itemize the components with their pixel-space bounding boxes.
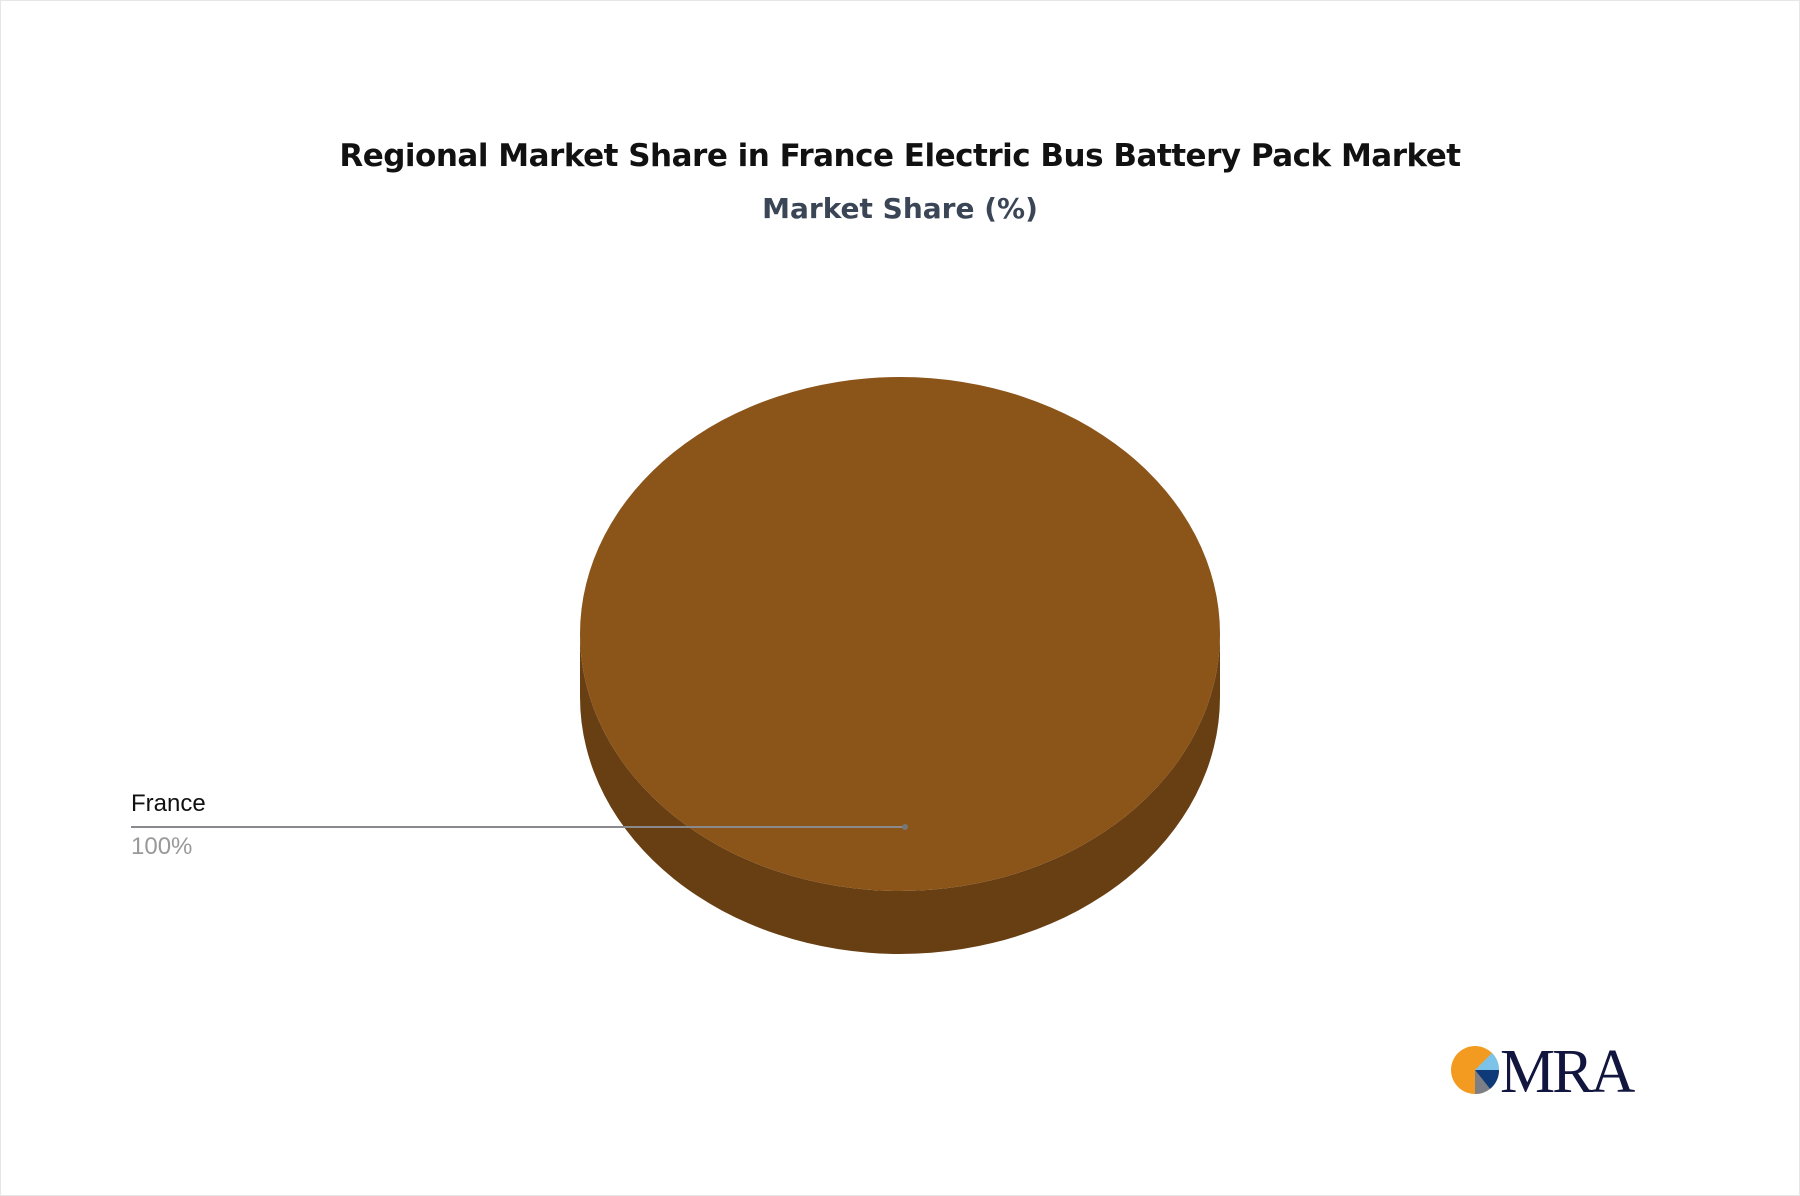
leader-dot: [902, 824, 908, 830]
svg-text:MRA: MRA: [1500, 1038, 1635, 1106]
chart-title: Regional Market Share in France Electric…: [339, 138, 1461, 174]
slice-label-france: France: [131, 790, 206, 817]
slice-value-france: 100%: [131, 833, 193, 860]
pie-slice-france: [580, 377, 1220, 891]
mra-logo: MRA: [1451, 1038, 1638, 1106]
pie-slice-side-france: [580, 634, 1220, 954]
chart-subtitle: Market Share (%): [762, 192, 1038, 225]
